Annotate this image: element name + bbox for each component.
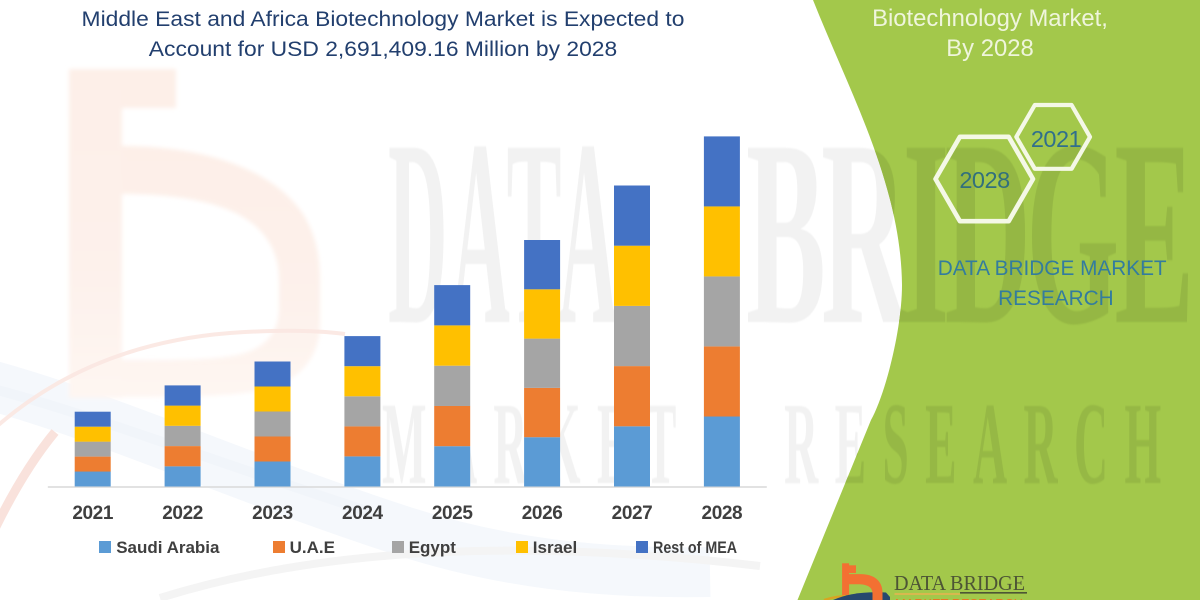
svg-text:MARKET RESEARCH: MARKET RESEARCH — [895, 597, 1023, 600]
svg-text:DATA BRIDGE: DATA BRIDGE — [894, 571, 1025, 595]
